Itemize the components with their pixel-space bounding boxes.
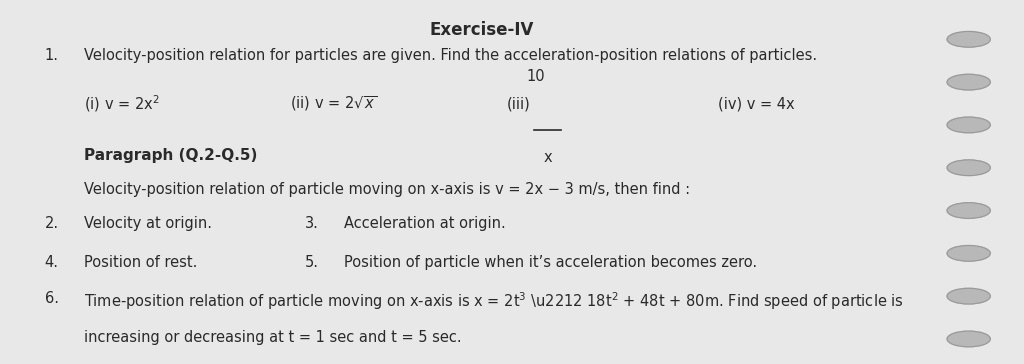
Text: (ii) v = 2$\sqrt{x}$: (ii) v = 2$\sqrt{x}$ [291, 94, 378, 113]
Circle shape [947, 288, 990, 304]
Text: (i) v = 2x$^2$: (i) v = 2x$^2$ [84, 93, 160, 114]
Text: 2.: 2. [45, 216, 58, 231]
Text: (iv) v = 4x: (iv) v = 4x [718, 96, 795, 111]
Text: Velocity-position relation for particles are given. Find the acceleration-positi: Velocity-position relation for particles… [84, 48, 817, 63]
Text: Velocity-position relation of particle moving on x-axis is v = 2x − 3 m/s, then : Velocity-position relation of particle m… [84, 182, 690, 197]
Text: increasing or decreasing at t = 1 sec and t = 5 sec.: increasing or decreasing at t = 1 sec an… [84, 330, 462, 345]
Text: 4.: 4. [45, 255, 58, 270]
Text: (iii): (iii) [507, 96, 530, 111]
Text: 3.: 3. [305, 216, 319, 231]
Text: Position of rest.: Position of rest. [84, 255, 198, 270]
Text: Velocity at origin.: Velocity at origin. [84, 216, 212, 231]
Text: Paragraph (Q.2-Q.5): Paragraph (Q.2-Q.5) [84, 148, 257, 163]
Circle shape [947, 117, 990, 133]
Circle shape [947, 203, 990, 218]
Text: 6.: 6. [45, 291, 58, 306]
Text: Time-position relation of particle moving on x-axis is x = 2t$^3$ \u2212 18t$^2$: Time-position relation of particle movin… [84, 291, 904, 313]
Text: 5.: 5. [305, 255, 319, 270]
Circle shape [947, 74, 990, 90]
Text: Acceleration at origin.: Acceleration at origin. [344, 216, 506, 231]
Text: x: x [543, 150, 552, 165]
Circle shape [947, 31, 990, 47]
Circle shape [947, 160, 990, 175]
Circle shape [947, 331, 990, 347]
Circle shape [947, 245, 990, 261]
Text: 10: 10 [527, 69, 546, 84]
Text: 1.: 1. [45, 48, 58, 63]
Text: Position of particle when it’s acceleration becomes zero.: Position of particle when it’s accelerat… [344, 255, 758, 270]
Text: Exercise-IV: Exercise-IV [430, 21, 535, 39]
